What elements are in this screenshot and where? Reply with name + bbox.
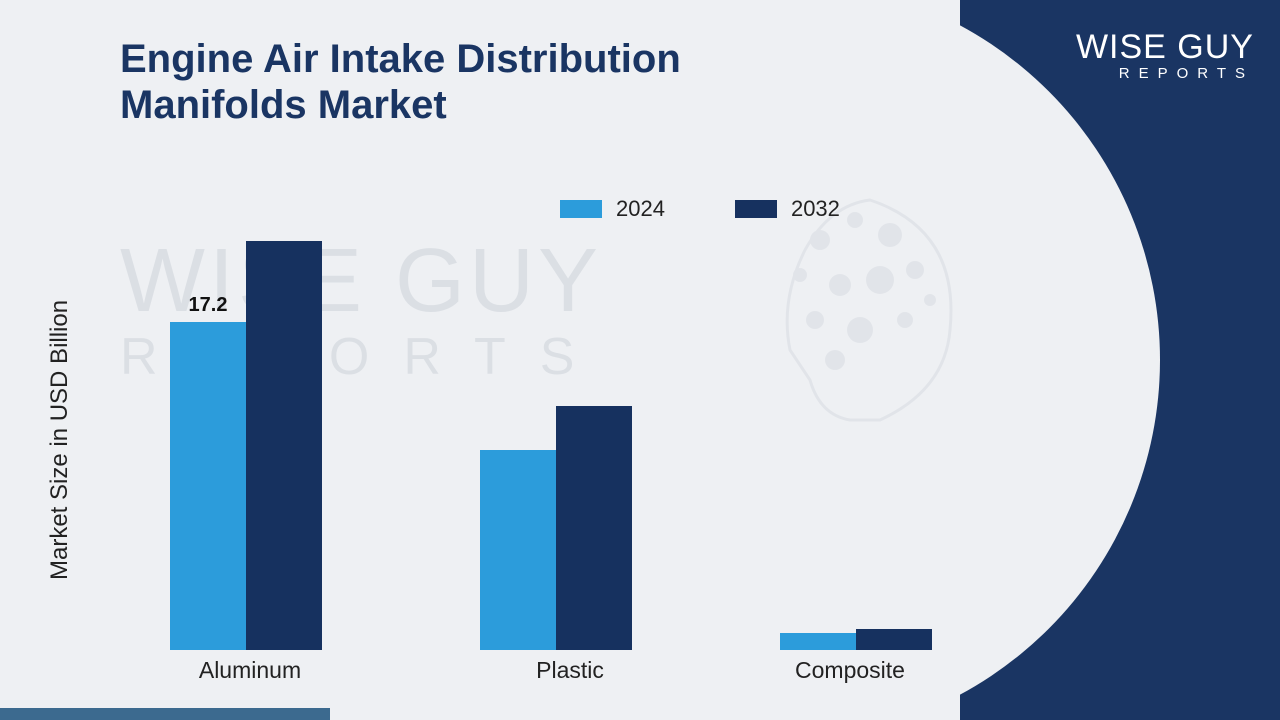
brand-logo: WISE GUY REPORTS bbox=[1076, 28, 1254, 82]
logo-main: WISE GUY bbox=[1076, 28, 1254, 67]
bar-group-composite bbox=[780, 629, 932, 650]
legend-label-2032: 2032 bbox=[791, 196, 840, 222]
bottom-accent-bar bbox=[0, 708, 330, 720]
legend-swatch-2032 bbox=[735, 200, 777, 218]
x-label-aluminum: Aluminum bbox=[150, 657, 350, 684]
plot-area: 17.2 Aluminum Plastic Composite bbox=[110, 230, 1120, 650]
x-label-plastic: Plastic bbox=[470, 657, 670, 684]
bar-value-label: 17.2 bbox=[170, 294, 246, 317]
bar-plastic-2032 bbox=[556, 406, 632, 650]
bar-plastic-2024 bbox=[480, 450, 556, 650]
y-axis-label: Market Size in USD Billion bbox=[46, 300, 74, 580]
chart-canvas: WISE GUY REPORTS Engine Air Intake Distr… bbox=[0, 0, 1280, 720]
bar-aluminum-2024 bbox=[170, 322, 246, 650]
legend-item-2024: 2024 bbox=[560, 196, 665, 222]
bar-group-plastic bbox=[480, 406, 632, 650]
logo-sub: REPORTS bbox=[1076, 65, 1254, 82]
bar-composite-2032 bbox=[856, 629, 932, 650]
x-label-composite: Composite bbox=[750, 657, 950, 684]
bar-composite-2024 bbox=[780, 633, 856, 650]
bar-aluminum-2032 bbox=[246, 241, 322, 650]
bar-group-aluminum: 17.2 bbox=[170, 241, 322, 650]
chart-title: Engine Air Intake Distribution Manifolds… bbox=[120, 36, 740, 128]
legend-item-2032: 2032 bbox=[735, 196, 840, 222]
legend-label-2024: 2024 bbox=[616, 196, 665, 222]
legend: 2024 2032 bbox=[560, 196, 840, 222]
legend-swatch-2024 bbox=[560, 200, 602, 218]
